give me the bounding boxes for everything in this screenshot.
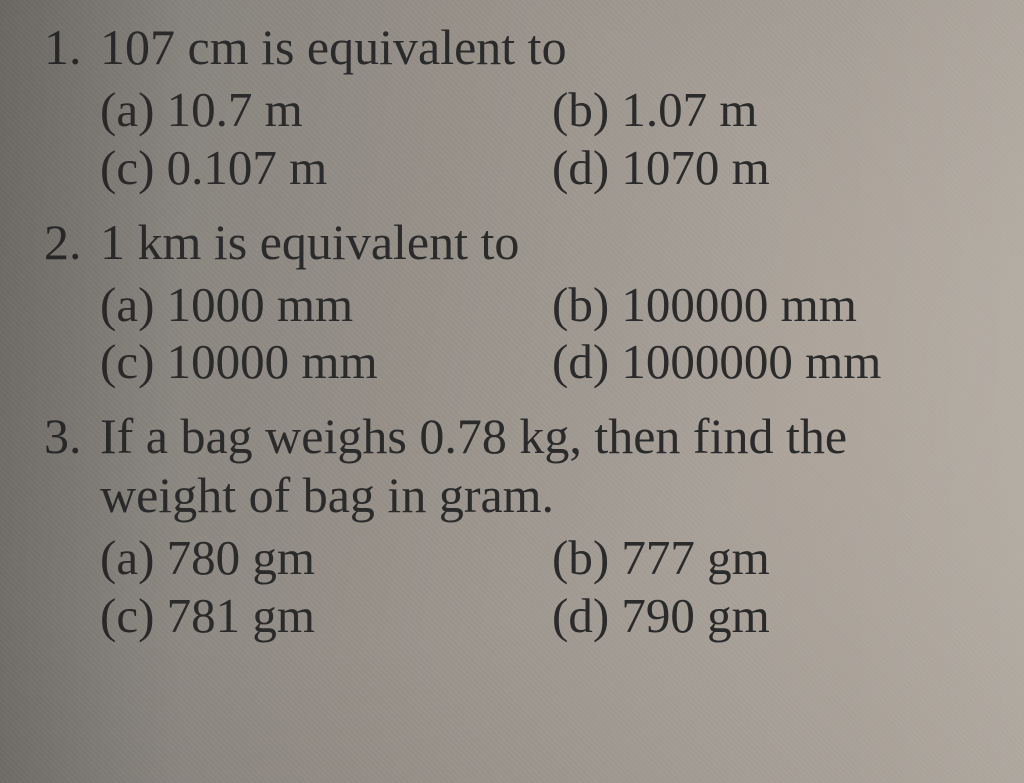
question-3-options: (a) 780 gm (b) 777 gm (c) 781 gm (d) 790… xyxy=(44,529,994,645)
question-1-option-b: (b) 1.07 m xyxy=(552,81,994,139)
question-2: 2. 1 km is equivalent to (a) 1000 mm (b)… xyxy=(44,213,994,392)
question-2-option-c: (c) 10000 mm xyxy=(100,333,542,391)
question-3-number: 3. xyxy=(44,407,100,466)
question-3-option-c: (c) 781 gm xyxy=(100,587,542,645)
question-1-options: (a) 10.7 m (b) 1.07 m (c) 0.107 m (d) 10… xyxy=(44,81,994,197)
question-3: 3. If a bag weighs 0.78 kg, then find th… xyxy=(44,407,994,645)
question-3-text: If a bag weighs 0.78 kg, then find the w… xyxy=(100,407,994,525)
question-3-option-a: (a) 780 gm xyxy=(100,529,542,587)
question-3-stem: 3. If a bag weighs 0.78 kg, then find th… xyxy=(44,407,994,525)
question-2-number: 2. xyxy=(44,213,100,272)
question-1-number: 1. xyxy=(44,18,100,77)
question-2-text: 1 km is equivalent to xyxy=(100,213,519,272)
question-3-option-b: (b) 777 gm xyxy=(552,529,994,587)
question-2-options: (a) 1000 mm (b) 100000 mm (c) 10000 mm (… xyxy=(44,276,994,392)
question-2-stem: 2. 1 km is equivalent to xyxy=(44,213,994,272)
question-2-option-d: (d) 1000000 mm xyxy=(552,333,994,391)
question-1-stem: 1. 107 cm is equivalent to xyxy=(44,18,994,77)
question-1-option-d: (d) 1070 m xyxy=(552,139,994,197)
question-1: 1. 107 cm is equivalent to (a) 10.7 m (b… xyxy=(44,18,994,197)
question-3-option-d: (d) 790 gm xyxy=(552,587,994,645)
question-1-option-c: (c) 0.107 m xyxy=(100,139,542,197)
question-1-text: 107 cm is equivalent to xyxy=(100,18,567,77)
question-1-option-a: (a) 10.7 m xyxy=(100,81,542,139)
worksheet-page: 1. 107 cm is equivalent to (a) 10.7 m (b… xyxy=(0,0,1024,645)
question-2-option-b: (b) 100000 mm xyxy=(552,276,994,334)
question-2-option-a: (a) 1000 mm xyxy=(100,276,542,334)
